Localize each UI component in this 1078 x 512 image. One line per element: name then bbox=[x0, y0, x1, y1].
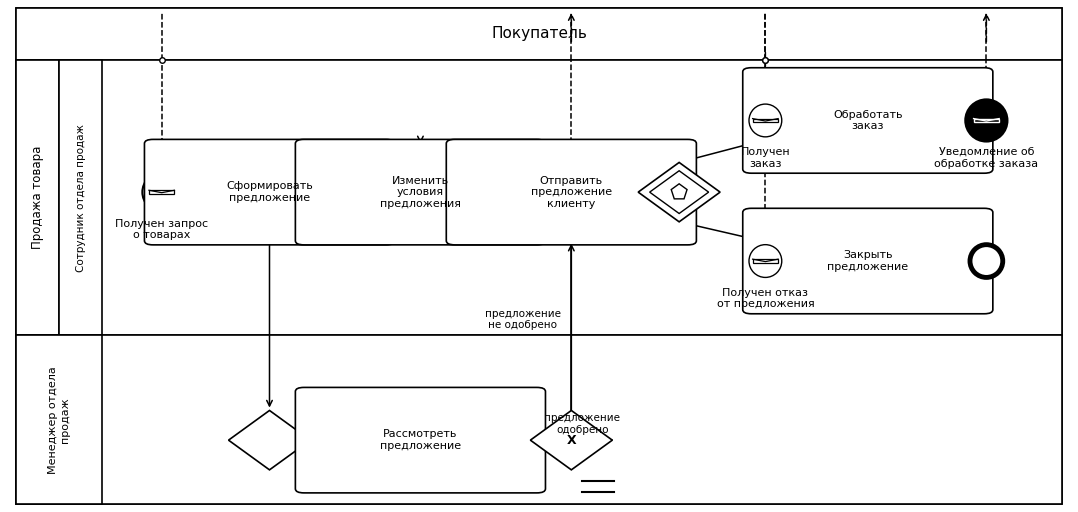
Text: Получен отказ
от предложения: Получен отказ от предложения bbox=[717, 288, 814, 309]
Bar bbox=[16, 335, 102, 504]
Text: Сотрудник отдела продаж: Сотрудник отдела продаж bbox=[75, 123, 86, 272]
Text: Обработать
заказ: Обработать заказ bbox=[833, 110, 902, 131]
Text: Покупатель: Покупатель bbox=[492, 26, 586, 41]
Text: предложение
не одобрено: предложение не одобрено bbox=[485, 309, 561, 330]
Text: предложение
одобрено: предложение одобрено bbox=[544, 413, 621, 435]
Text: Изменить
условия
предложения: Изменить условия предложения bbox=[379, 176, 461, 209]
Text: Получен запрос
о товарах: Получен запрос о товарах bbox=[115, 219, 208, 240]
Text: Сформировать
предложение: Сформировать предложение bbox=[226, 181, 313, 203]
FancyBboxPatch shape bbox=[295, 139, 545, 245]
Text: X: X bbox=[567, 434, 576, 446]
Bar bbox=[752, 119, 778, 122]
Ellipse shape bbox=[746, 101, 785, 140]
Polygon shape bbox=[229, 411, 310, 470]
Polygon shape bbox=[530, 411, 612, 470]
Bar bbox=[752, 259, 778, 263]
Bar bbox=[16, 60, 59, 335]
Text: Менеджер отдела
продаж: Менеджер отдела продаж bbox=[49, 366, 70, 474]
Text: Закрыть
предложение: Закрыть предложение bbox=[827, 250, 909, 272]
FancyBboxPatch shape bbox=[743, 208, 993, 314]
Bar bbox=[16, 8, 1062, 60]
Polygon shape bbox=[650, 170, 708, 214]
Bar bbox=[16, 60, 1062, 335]
Polygon shape bbox=[638, 162, 720, 222]
Text: Получен
заказ: Получен заказ bbox=[741, 147, 790, 168]
Ellipse shape bbox=[142, 173, 181, 211]
Ellipse shape bbox=[970, 245, 1003, 278]
FancyBboxPatch shape bbox=[743, 68, 993, 173]
Bar bbox=[973, 119, 999, 122]
Bar bbox=[16, 335, 1062, 504]
Ellipse shape bbox=[746, 242, 785, 281]
Bar bbox=[59, 60, 102, 335]
Text: Уведомление об
обработке заказа: Уведомление об обработке заказа bbox=[935, 147, 1038, 168]
Bar bbox=[149, 190, 175, 194]
Text: Рассмотреть
предложение: Рассмотреть предложение bbox=[379, 430, 461, 451]
FancyBboxPatch shape bbox=[144, 139, 395, 245]
Text: Отправить
предложение
клиенту: Отправить предложение клиенту bbox=[530, 176, 612, 209]
FancyBboxPatch shape bbox=[295, 388, 545, 493]
Ellipse shape bbox=[967, 101, 1006, 140]
FancyBboxPatch shape bbox=[446, 139, 696, 245]
Ellipse shape bbox=[749, 245, 782, 278]
Text: Продажа товара: Продажа товара bbox=[31, 146, 44, 249]
Polygon shape bbox=[672, 184, 687, 199]
Ellipse shape bbox=[749, 104, 782, 137]
